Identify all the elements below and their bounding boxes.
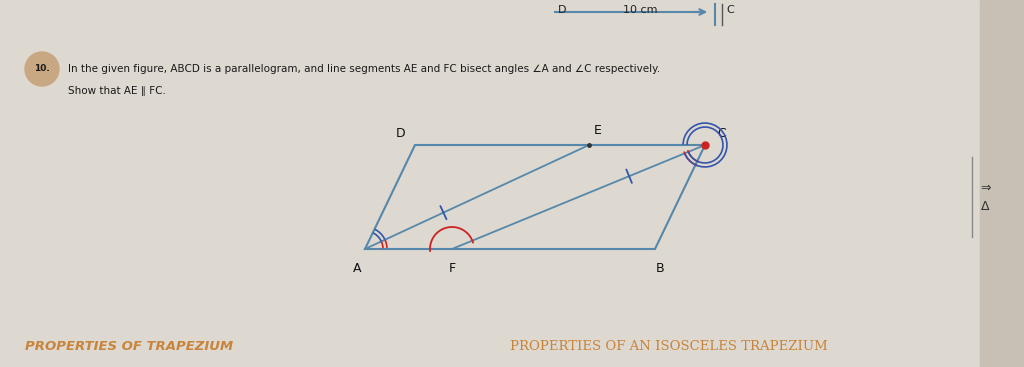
- Text: $\Delta$: $\Delta$: [980, 200, 990, 214]
- Text: 10 cm: 10 cm: [623, 5, 657, 15]
- Text: F: F: [449, 262, 456, 275]
- Text: PROPERTIES OF AN ISOSCELES TRAPEZIUM: PROPERTIES OF AN ISOSCELES TRAPEZIUM: [510, 341, 827, 353]
- Text: PROPERTIES OF TRAPEZIUM: PROPERTIES OF TRAPEZIUM: [25, 341, 233, 353]
- Text: C: C: [717, 127, 726, 140]
- Text: E: E: [594, 124, 602, 137]
- Text: D: D: [395, 127, 406, 140]
- Circle shape: [25, 52, 59, 86]
- Text: B: B: [655, 262, 665, 275]
- Text: C: C: [726, 5, 734, 15]
- Text: 10.: 10.: [34, 65, 50, 73]
- Text: $\Rightarrow$: $\Rightarrow$: [978, 181, 992, 193]
- Text: A: A: [352, 262, 361, 275]
- Text: D: D: [558, 5, 566, 15]
- Text: Show that AE ∥ FC.: Show that AE ∥ FC.: [68, 86, 166, 96]
- Text: In the given figure, ABCD is a parallelogram, and line segments AE and FC bisect: In the given figure, ABCD is a parallelo…: [68, 64, 660, 74]
- Bar: [980, 0, 1024, 367]
